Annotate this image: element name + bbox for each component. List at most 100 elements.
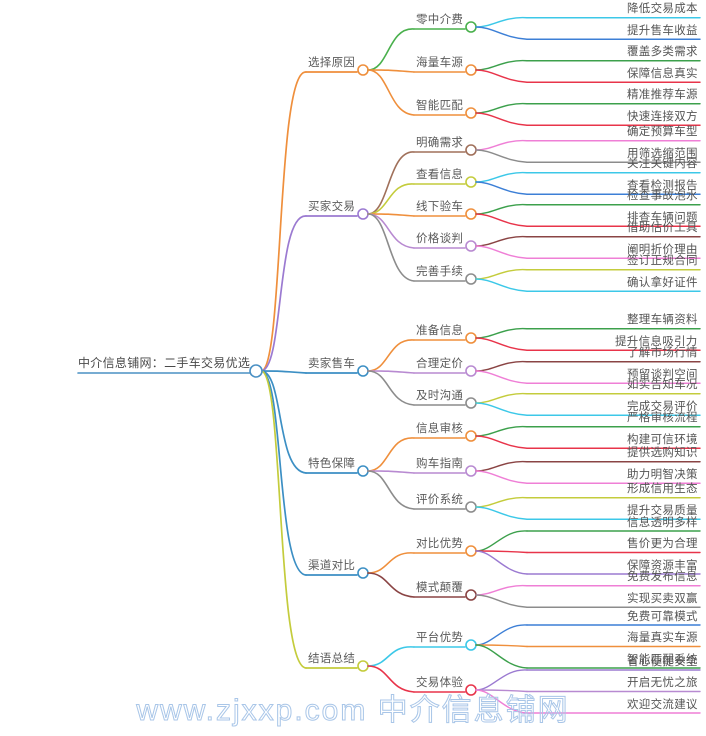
leaf-label-2-0-0[interactable]: 整理车辆资料 <box>627 314 698 327</box>
sub-label-1-3[interactable]: 价格谈判 <box>416 233 464 245</box>
leaf-edge-1-3-0 <box>475 236 528 247</box>
sub-node-1-3[interactable] <box>465 240 477 252</box>
leaf-label-4-0-2[interactable]: 保障资源丰富 <box>627 559 698 572</box>
sub-edge-5-1 <box>367 665 415 693</box>
leaf-label-1-1-0[interactable]: 关注关键内容 <box>627 158 698 171</box>
leaf-label-1-0-1[interactable]: 用筛选缩范围 <box>627 147 698 160</box>
sub-node-1-2[interactable] <box>465 208 477 220</box>
sub-label-5-0[interactable]: 平台优势 <box>416 632 464 644</box>
leaf-label-4-0-0[interactable]: 信息透明多样 <box>627 516 698 529</box>
leaf-label-1-4-0[interactable]: 签订正规合同 <box>627 255 698 268</box>
leaf-label-2-1-1[interactable]: 预留谈判空间 <box>627 368 698 381</box>
sub-label-4-1[interactable]: 模式颠覆 <box>416 582 464 594</box>
sub-edge-1-3 <box>367 213 415 249</box>
leaf-label-3-1-1[interactable]: 助力明智决策 <box>627 468 698 481</box>
leaf-label-0-2-0[interactable]: 精准推荐车源 <box>627 89 698 102</box>
leaf-label-2-1-0[interactable]: 了解市场行情 <box>627 347 698 360</box>
sub-label-1-1[interactable]: 查看信息 <box>416 169 464 181</box>
sub-label-2-1[interactable]: 合理定价 <box>416 358 464 370</box>
sub-node-5-1[interactable] <box>465 684 477 696</box>
leaf-label-1-3-0[interactable]: 借助估价工具 <box>627 222 698 235</box>
leaf-label-4-0-1[interactable]: 售价更为合理 <box>627 538 698 550</box>
sub-label-4-0[interactable]: 对比优势 <box>416 538 464 550</box>
sub-edge-0-2 <box>367 69 415 116</box>
leaf-label-0-0-0[interactable]: 降低交易成本 <box>627 3 698 16</box>
leaf-label-2-0-1[interactable]: 提升信息吸引力 <box>615 335 698 348</box>
sub-node-1-0[interactable] <box>465 144 477 156</box>
leaf-label-0-0-1[interactable]: 提升售车收益 <box>627 24 698 37</box>
leaf-edge-2-1-1 <box>475 370 528 384</box>
sub-node-2-1[interactable] <box>465 365 477 377</box>
sub-label-0-0[interactable]: 零中介费 <box>416 14 464 26</box>
leaf-label-2-2-1[interactable]: 完成交易评价 <box>627 400 698 413</box>
sub-node-0-0[interactable] <box>465 21 477 33</box>
branch-label-5[interactable]: 结语总结 <box>308 653 356 665</box>
leaf-label-5-1-1[interactable]: 开启无忧之旅 <box>627 677 698 689</box>
branch-node-5[interactable] <box>357 660 369 672</box>
sub-label-1-2[interactable]: 线下验车 <box>416 201 464 213</box>
leaf-label-3-2-0[interactable]: 形成信用生态 <box>627 483 698 496</box>
branch-label-4[interactable]: 渠道对比 <box>308 560 356 572</box>
root-node[interactable] <box>249 364 263 378</box>
leaf-edge-0-2-0 <box>475 103 528 114</box>
leaf-label-0-2-1[interactable]: 快速连接双方 <box>627 110 698 123</box>
leaf-label-1-2-1[interactable]: 排查车辆问题 <box>627 211 698 224</box>
sub-label-3-2[interactable]: 评价系统 <box>416 494 464 506</box>
sub-label-3-1[interactable]: 购车指南 <box>416 458 464 470</box>
leaf-label-3-1-0[interactable]: 提供选购知识 <box>627 447 698 460</box>
sub-edge-4-0 <box>367 552 415 574</box>
sub-node-1-4[interactable] <box>465 273 477 285</box>
leaf-label-2-2-0[interactable]: 如实告知车况 <box>627 379 698 392</box>
sub-label-2-2[interactable]: 及时沟通 <box>416 390 464 402</box>
sub-node-3-2[interactable] <box>465 501 477 513</box>
leaf-label-4-1-0[interactable]: 免费发布信息 <box>627 571 698 584</box>
leaf-label-5-0-1[interactable]: 海量真实车源 <box>627 632 698 644</box>
leaf-label-5-1-2[interactable]: 欢迎交流建议 <box>627 698 698 711</box>
branch-label-0[interactable]: 选择原因 <box>308 57 356 69</box>
leaf-label-1-3-1[interactable]: 阐明折价理由 <box>627 243 698 256</box>
sub-node-3-1[interactable] <box>465 465 477 477</box>
sub-label-2-0[interactable]: 准备信息 <box>416 325 464 337</box>
sub-label-1-4[interactable]: 完善手续 <box>416 266 464 278</box>
sub-node-4-0[interactable] <box>465 545 477 557</box>
leaf-label-1-0-0[interactable]: 确定预算车型 <box>627 126 698 139</box>
leaf-label-3-0-1[interactable]: 构建可信环境 <box>627 433 698 446</box>
root-node-label[interactable]: 中介信息铺网：二手车交易优选 <box>78 356 251 370</box>
sub-node-2-2[interactable] <box>465 397 477 409</box>
sub-edge-4-1 <box>367 572 415 598</box>
branch-node-1[interactable] <box>357 208 369 220</box>
leaf-label-4-1-1[interactable]: 实现买卖双赢 <box>627 592 698 605</box>
sub-node-5-0[interactable] <box>465 639 477 651</box>
leaf-label-3-0-0[interactable]: 严格审核流程 <box>627 412 698 425</box>
leaf-label-0-1-1[interactable]: 保障信息真实 <box>627 67 698 80</box>
branch-label-1[interactable]: 买家交易 <box>308 201 356 213</box>
branch-node-4[interactable] <box>357 567 369 579</box>
leaf-label-5-1-0[interactable]: 省心便捷安全 <box>627 655 698 668</box>
sub-node-0-1[interactable] <box>465 64 477 76</box>
branch-node-0[interactable] <box>357 64 369 76</box>
leaf-label-0-1-0[interactable]: 覆盖多类需求 <box>627 46 698 59</box>
leaf-label-5-0-0[interactable]: 免费可靠模式 <box>627 610 698 623</box>
sub-label-0-2[interactable]: 智能匹配 <box>416 100 464 112</box>
sub-label-3-0[interactable]: 信息审核 <box>416 423 464 435</box>
branch-label-2[interactable]: 卖家售车 <box>308 358 356 370</box>
sub-node-1-1[interactable] <box>465 176 477 188</box>
sub-node-0-2[interactable] <box>465 107 477 119</box>
leaf-label-1-2-0[interactable]: 检查事故泡水 <box>627 190 698 203</box>
branch-node-3[interactable] <box>357 465 369 477</box>
sub-node-3-0[interactable] <box>465 430 477 442</box>
sub-label-5-1[interactable]: 交易体验 <box>416 677 464 689</box>
leaf-label-5-0-2[interactable]: 智能匹配系统 <box>627 653 698 666</box>
sub-node-4-1[interactable] <box>465 589 477 601</box>
sub-node-2-0[interactable] <box>465 332 477 344</box>
branch-label-3[interactable]: 特色保障 <box>308 458 356 470</box>
leaf-label-1-4-1[interactable]: 确认拿好证件 <box>627 276 698 289</box>
leaf-edge-0-1-1 <box>475 69 528 83</box>
sub-label-0-1[interactable]: 海量车源 <box>416 57 464 69</box>
leaf-edge-3-2-1 <box>475 506 528 520</box>
leaf-edge-3-0-1 <box>475 435 528 449</box>
leaf-label-3-2-1[interactable]: 提升交易质量 <box>627 504 698 517</box>
branch-node-2[interactable] <box>357 365 369 377</box>
sub-label-1-0[interactable]: 明确需求 <box>416 137 464 149</box>
leaf-label-1-1-1[interactable]: 查看检测报告 <box>627 179 698 192</box>
